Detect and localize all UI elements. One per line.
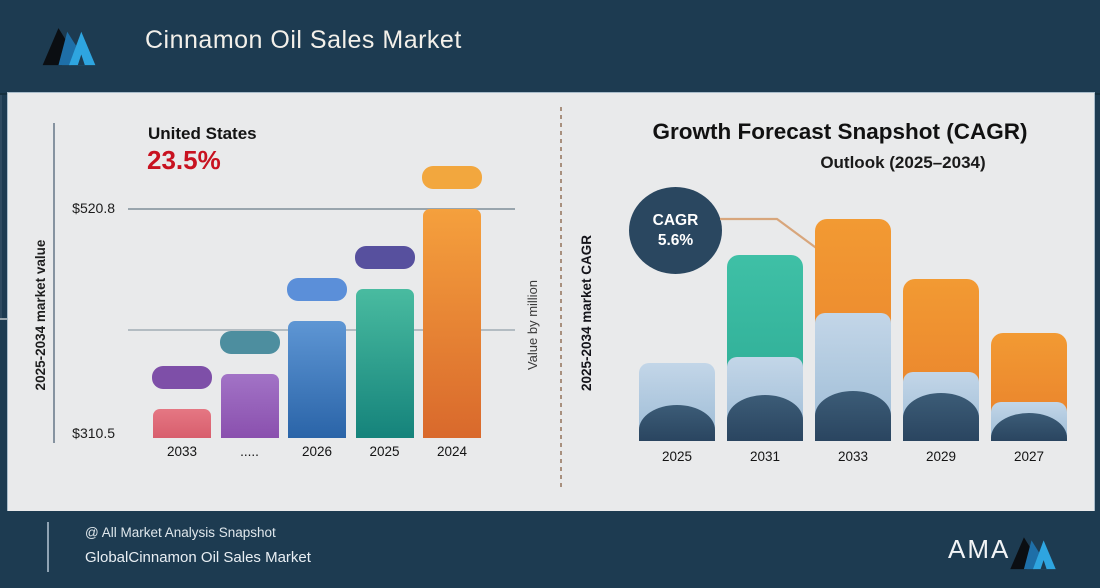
region-share-value: 23.5%	[147, 145, 221, 175]
cagr-badge-value: 5.6%	[657, 231, 694, 249]
bar-cap-2024	[422, 166, 482, 189]
y-tick-310: $310.5	[72, 425, 115, 441]
page-title: Cinnamon Oil Sales Market	[145, 26, 462, 54]
footer: @ All Market Analysis Snapshot GlobalCin…	[0, 511, 1100, 588]
middle-axis-label: Value by million	[525, 279, 540, 371]
footer-divider-line	[47, 522, 49, 572]
x-tick-2024: 2024	[436, 444, 468, 459]
x-tick-2033: 2033	[837, 449, 869, 464]
x-tick-2027: 2027	[1013, 449, 1045, 464]
header: Cinnamon Oil Sales Market	[0, 0, 1100, 95]
bar-2025	[355, 288, 414, 438]
right-chart-subtitle: Outlook (2025–2034)	[820, 153, 986, 172]
right-y-axis-label: 2025-2034 market CAGR	[579, 234, 594, 392]
segment-base-2031	[727, 395, 803, 441]
footer-market-text: GlobalCinnamon Oil Sales Market	[85, 549, 311, 566]
segment-base-2033	[815, 391, 891, 441]
region-label: United States	[148, 124, 257, 143]
bar-2026	[288, 320, 346, 438]
x-tick-2026: 2026	[301, 444, 333, 459]
cagr-badge-label: CAGR	[652, 211, 699, 229]
bar-cap-.....	[219, 330, 280, 354]
bar-cap-2025	[354, 245, 415, 269]
left-y-axis-line	[53, 123, 55, 443]
segment-base-2029	[903, 393, 979, 441]
x-tick-2031: 2031	[749, 449, 781, 464]
left-y-axis-label: 2025-2034 market value	[33, 239, 48, 391]
footer-snapshot-text: @ All Market Analysis Snapshot	[85, 525, 276, 540]
bar-2024	[423, 209, 481, 438]
right-chart-title: Growth Forecast Snapshot (CAGR)	[652, 119, 1028, 144]
bar-cap-2026	[287, 277, 347, 301]
bar-cap-2033	[152, 366, 212, 390]
right-y-axis-line	[0, 2, 2, 318]
x-tick-.....: .....	[240, 444, 259, 459]
bar-.....	[220, 373, 279, 438]
cagr-badge: CAGR 5.6%	[629, 187, 722, 274]
left-plot-area: 2033..... 2026 2025 2024	[54, 123, 505, 459]
ama-logo-icon	[42, 28, 96, 66]
y-tick-520: $520.8	[72, 200, 115, 216]
footer-brand-text: AMA	[948, 534, 1011, 564]
segment-base-2025	[639, 405, 715, 441]
x-tick-2029: 2029	[925, 449, 957, 464]
badge-connector-line	[720, 217, 820, 251]
x-tick-2033: 2033	[166, 444, 198, 459]
ama-logo-icon	[1010, 537, 1056, 570]
bar-2033	[153, 409, 211, 438]
x-tick-2025: 2025	[661, 449, 693, 464]
gridline-520	[128, 208, 515, 210]
x-tick-2025: 2025	[369, 444, 400, 459]
dashed-divider	[560, 107, 562, 489]
right-plot-area: 2025 2031 2033 2029 2027	[608, 125, 1075, 464]
